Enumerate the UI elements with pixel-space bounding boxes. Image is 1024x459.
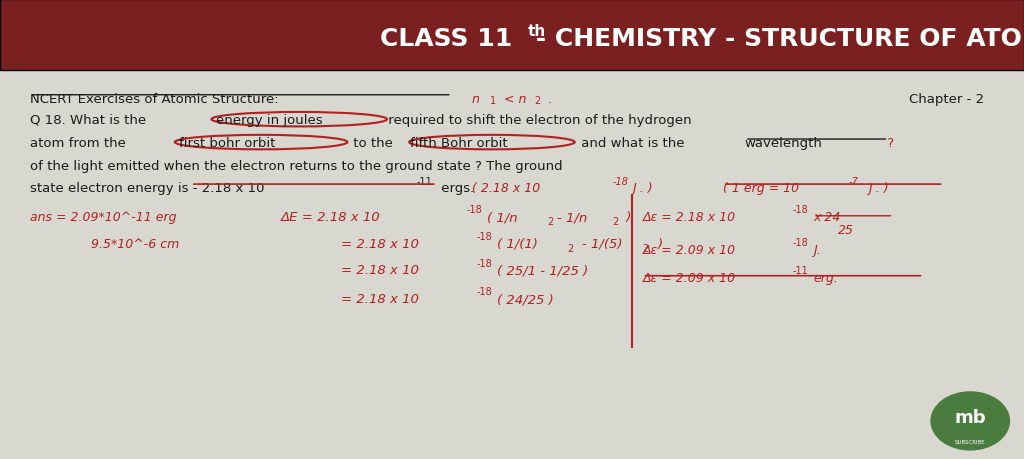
Text: J . ): J . ): [868, 182, 889, 195]
Text: energy in joules: energy in joules: [216, 113, 323, 126]
Text: J.: J.: [813, 243, 821, 256]
Text: Chapter - 2: Chapter - 2: [908, 92, 984, 106]
Text: -7: -7: [848, 176, 858, 186]
Text: first bohr orbit: first bohr orbit: [179, 136, 275, 149]
Text: Δε = 2.09 x 10: Δε = 2.09 x 10: [642, 243, 735, 256]
Text: ergs.: ergs.: [436, 182, 474, 195]
Text: 25: 25: [838, 224, 854, 237]
Text: - 1/(5): - 1/(5): [583, 237, 623, 250]
Text: ?: ?: [884, 136, 894, 149]
Text: -18: -18: [793, 237, 809, 247]
Text: < n: < n: [504, 92, 526, 106]
Text: ( 24/25 ): ( 24/25 ): [497, 292, 554, 306]
Text: ): ): [657, 237, 663, 250]
Text: and what is the: and what is the: [578, 136, 689, 149]
Text: Δε = 2.09 x 10: Δε = 2.09 x 10: [642, 272, 735, 285]
Text: n: n: [472, 92, 479, 106]
Text: CLASS 11: CLASS 11: [380, 27, 512, 51]
Text: J . ): J . ): [633, 182, 653, 195]
Text: 2: 2: [612, 216, 618, 226]
Text: -18: -18: [467, 205, 482, 215]
Text: ( 25/1 - 1/25 ): ( 25/1 - 1/25 ): [497, 264, 588, 277]
Text: 2: 2: [642, 243, 649, 253]
Text: ΔE = 2.18 x 10: ΔE = 2.18 x 10: [282, 211, 381, 224]
Text: Δε = 2.18 x 10: Δε = 2.18 x 10: [642, 211, 735, 224]
Text: required to shift the electron of the hydrogen: required to shift the electron of the hy…: [384, 113, 691, 126]
Text: - 1/n: - 1/n: [557, 211, 588, 224]
Text: atom from the: atom from the: [31, 136, 130, 149]
Text: x 24: x 24: [813, 211, 841, 224]
Text: NCERT Exercises of Atomic Structure:: NCERT Exercises of Atomic Structure:: [31, 92, 279, 106]
Text: = 2.18 x 10: = 2.18 x 10: [341, 292, 419, 306]
Text: fifth Bohr orbit: fifth Bohr orbit: [410, 136, 507, 149]
Text: -18: -18: [793, 205, 809, 215]
Text: 2: 2: [547, 216, 553, 226]
Text: = 2.18 x 10: = 2.18 x 10: [341, 264, 419, 277]
Text: -18: -18: [477, 287, 493, 297]
Text: - CHEMISTRY - STRUCTURE OF ATOM: - CHEMISTRY - STRUCTURE OF ATOM: [527, 27, 1024, 51]
Text: -11: -11: [417, 176, 432, 186]
Text: to the: to the: [349, 136, 397, 149]
Text: -11: -11: [793, 266, 809, 276]
Circle shape: [931, 392, 1010, 450]
Text: .: .: [544, 92, 552, 106]
Text: 2: 2: [535, 95, 541, 106]
Text: 9.5*10^-6 cm: 9.5*10^-6 cm: [90, 237, 179, 250]
Text: ( 1/n: ( 1/n: [487, 211, 517, 224]
Text: mb: mb: [954, 408, 986, 426]
FancyBboxPatch shape: [0, 0, 1024, 71]
Text: -18: -18: [477, 258, 493, 268]
Text: erg.: erg.: [813, 272, 838, 285]
Text: wavelength: wavelength: [744, 136, 822, 149]
Text: th: th: [527, 24, 546, 39]
Text: of the light emitted when the electron returns to the ground state ? The ground: of the light emitted when the electron r…: [31, 159, 563, 172]
Text: ( 1/(1): ( 1/(1): [497, 237, 538, 250]
Text: 2: 2: [567, 243, 573, 253]
Text: ( 1 erg = 10: ( 1 erg = 10: [723, 182, 799, 195]
Text: = 2.18 x 10: = 2.18 x 10: [341, 237, 419, 250]
Text: -18: -18: [612, 176, 629, 186]
Text: state electron energy is - 2.18 x 10: state electron energy is - 2.18 x 10: [31, 182, 265, 195]
Text: SUBSCRIBE: SUBSCRIBE: [955, 439, 985, 444]
Text: 1: 1: [489, 95, 496, 106]
Text: Q 18. What is the: Q 18. What is the: [31, 113, 151, 126]
Text: ( 2.18 x 10: ( 2.18 x 10: [472, 182, 540, 195]
Text: -18: -18: [477, 231, 493, 241]
Text: ans = 2.09*10^-11 erg: ans = 2.09*10^-11 erg: [31, 211, 177, 224]
Text: ): ): [623, 211, 632, 224]
